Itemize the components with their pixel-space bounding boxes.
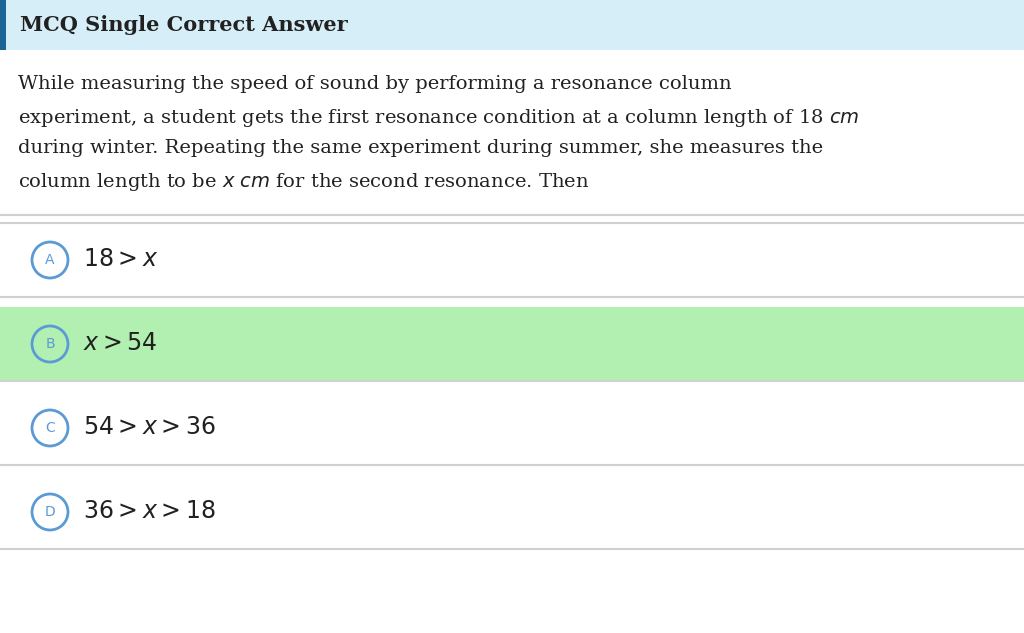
Text: A: A: [45, 253, 54, 267]
Text: experiment, a student gets the first resonance condition at a column length of 1: experiment, a student gets the first res…: [18, 107, 859, 129]
Text: While measuring the speed of sound by performing a resonance column: While measuring the speed of sound by pe…: [18, 75, 731, 93]
FancyBboxPatch shape: [0, 223, 1024, 297]
FancyBboxPatch shape: [0, 391, 1024, 465]
Text: $x > 54$: $x > 54$: [83, 332, 158, 356]
FancyBboxPatch shape: [0, 0, 1024, 50]
Text: $54 > x > 36$: $54 > x > 36$: [83, 417, 216, 439]
Text: $18 > x$: $18 > x$: [83, 249, 159, 272]
Text: C: C: [45, 421, 55, 435]
FancyBboxPatch shape: [0, 0, 6, 50]
FancyBboxPatch shape: [0, 465, 1024, 475]
FancyBboxPatch shape: [0, 307, 1024, 381]
Text: B: B: [45, 337, 55, 351]
FancyBboxPatch shape: [0, 297, 1024, 307]
Text: column length to be $x$ $cm$ for the second resonance. Then: column length to be $x$ $cm$ for the sec…: [18, 171, 589, 193]
FancyBboxPatch shape: [0, 475, 1024, 549]
Text: D: D: [45, 505, 55, 519]
Text: during winter. Repeating the same experiment during summer, she measures the: during winter. Repeating the same experi…: [18, 139, 823, 157]
Text: MCQ Single Correct Answer: MCQ Single Correct Answer: [20, 15, 347, 35]
FancyBboxPatch shape: [0, 381, 1024, 391]
Text: $36 > x > 18$: $36 > x > 18$: [83, 501, 216, 523]
